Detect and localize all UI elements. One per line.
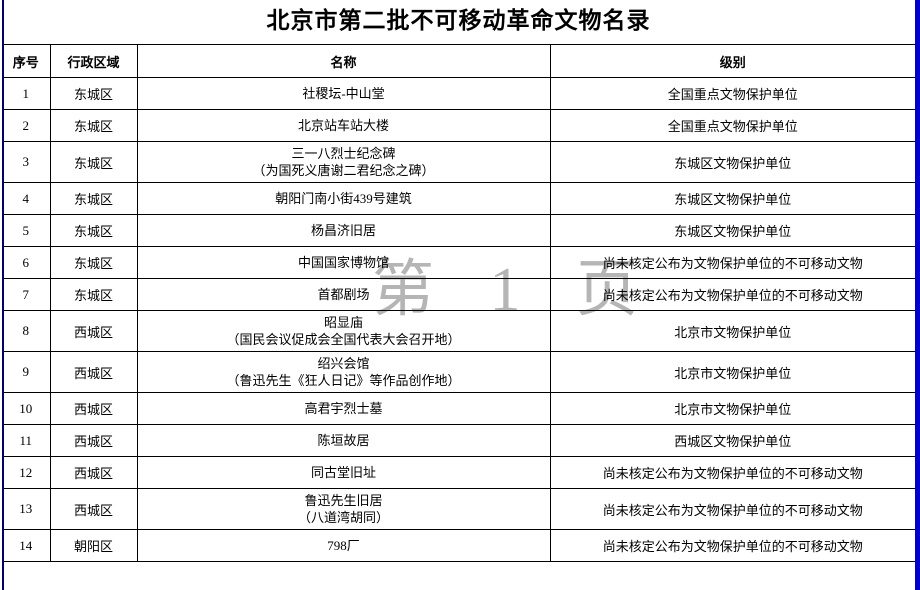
table-row: 14 朝阳区 798厂 尚未核定公布为文物保护单位的不可移动文物 xyxy=(2,529,915,562)
table-row: 2 东城区 北京站车站大楼 全国重点文物保护单位 xyxy=(2,109,915,142)
cell-district: 东城区 xyxy=(49,77,138,110)
cell-serial-number: 13 xyxy=(2,488,51,530)
cell-level: 尚未核定公布为文物保护单位的不可移动文物 xyxy=(549,278,915,311)
cell-level: 全国重点文物保护单位 xyxy=(549,109,915,142)
cell-serial-number: 7 xyxy=(2,278,51,311)
cell-district: 西城区 xyxy=(49,488,138,530)
cell-name: 杨昌济旧居 xyxy=(136,214,551,247)
cell-serial-number: 9 xyxy=(2,351,51,393)
name-line: 杨昌济旧居 xyxy=(310,223,376,238)
cell-level: 北京市文物保护单位 xyxy=(549,310,915,352)
name-line: 高君宇烈士墓 xyxy=(304,401,383,416)
header-district: 行政区域 xyxy=(49,44,138,78)
name-line: 首都剧场 xyxy=(317,287,370,302)
cell-name: 同古堂旧址 xyxy=(136,456,551,489)
table-row: 6 东城区 中国国家博物馆 尚未核定公布为文物保护单位的不可移动文物 xyxy=(2,246,915,279)
cell-name: 三一八烈士纪念碑 （为国死义唐谢二君纪念之碑） xyxy=(136,141,551,183)
cell-name: 高君宇烈士墓 xyxy=(136,392,551,425)
table-row: 8 西城区 昭显庙 （国民会议促成会全国代表大会召开地） 北京市文物保护单位 xyxy=(2,310,915,352)
relics-table: 序号 行政区域 名称 级别 1 东城区 社稷坛-中山堂 全国重点文物保护单位 2 东城区北… xyxy=(2,44,915,562)
cell-serial-number: 3 xyxy=(2,141,51,183)
table-row: 10 西城区 高君宇烈士墓 北京市文物保护单位 xyxy=(2,392,915,425)
cell-serial-number: 11 xyxy=(2,424,51,457)
cell-serial-number: 4 xyxy=(2,182,51,215)
table-row: 3 东城区 三一八烈士纪念碑 （为国死义唐谢二君纪念之碑） 东城区文物保护单位 xyxy=(2,141,915,183)
header-level: 级别 xyxy=(549,44,915,78)
name-note-line: （八道湾胡同） xyxy=(297,510,389,525)
cell-level: 尚未核定公布为文物保护单位的不可移动文物 xyxy=(549,529,915,562)
cell-level: 尚未核定公布为文物保护单位的不可移动文物 xyxy=(549,488,915,530)
name-line: 绍兴会馆 xyxy=(317,356,370,371)
cell-level: 东城区文物保护单位 xyxy=(549,214,915,247)
cell-name: 中国国家博物馆 xyxy=(136,246,551,279)
cell-level: 东城区文物保护单位 xyxy=(549,182,915,215)
cell-district: 西城区 xyxy=(49,456,138,489)
cell-name: 绍兴会馆 （鲁迅先生《狂人日记》等作品创作地） xyxy=(136,351,551,393)
table-body: 1 东城区 社稷坛-中山堂 全国重点文物保护单位 2 东城区 北京站车站大楼 全国重点文物保护… xyxy=(2,77,915,562)
name-line: 鲁迅先生旧居 xyxy=(304,493,383,508)
name-line: 中国国家博物馆 xyxy=(297,255,389,270)
header-name: 名称 xyxy=(136,44,551,78)
cell-district: 东城区 xyxy=(49,246,138,279)
cell-district: 东城区 xyxy=(49,141,138,183)
table-row: 4 东城区 朝阳门南小街439号建筑 东城区文物保护单位 xyxy=(2,182,915,215)
cell-district: 西城区 xyxy=(49,310,138,352)
cell-name: 昭显庙 （国民会议促成会全国代表大会召开地） xyxy=(136,310,551,352)
cell-district: 西城区 xyxy=(49,424,138,457)
cell-level: 西城区文物保护单位 xyxy=(549,424,915,457)
cell-serial-number: 1 xyxy=(2,77,51,110)
table-row: 7 东城区 首都剧场 尚未核定公布为文物保护单位的不可移动文物 xyxy=(2,278,915,311)
page-right-edge-line xyxy=(915,0,920,590)
header-serial-number: 序号 xyxy=(2,44,51,78)
name-line: 三一八烈士纪念碑 xyxy=(291,146,396,161)
table-row: 12 西城区 同古堂旧址 尚未核定公布为文物保护单位的不可移动文物 xyxy=(2,456,915,489)
table-row: 9 西城区 绍兴会馆 （鲁迅先生《狂人日记》等作品创作地） 北京市文物保护单位 xyxy=(2,351,915,393)
name-line: 朝阳门南小街439号建筑 xyxy=(275,191,412,206)
cell-name: 首都剧场 xyxy=(136,278,551,311)
cell-name: 朝阳门南小街439号建筑 xyxy=(136,182,551,215)
cell-level: 尚未核定公布为文物保护单位的不可移动文物 xyxy=(549,456,915,489)
page-left-edge-line xyxy=(2,0,4,590)
table-row: 1 东城区 社稷坛-中山堂 全国重点文物保护单位 xyxy=(2,77,915,110)
table-header-row: 序号 行政区域 名称 级别 xyxy=(2,44,915,78)
cell-level: 全国重点文物保护单位 xyxy=(549,77,915,110)
cell-level: 北京市文物保护单位 xyxy=(549,351,915,393)
cell-district: 东城区 xyxy=(49,109,138,142)
cell-serial-number: 8 xyxy=(2,310,51,352)
name-line: 同古堂旧址 xyxy=(310,465,376,480)
cell-serial-number: 12 xyxy=(2,456,51,489)
cell-name: 社稷坛-中山堂 xyxy=(136,77,551,110)
cell-level: 尚未核定公布为文物保护单位的不可移动文物 xyxy=(549,246,915,279)
cell-name: 798厂 xyxy=(136,529,551,562)
cell-name: 陈垣故居 xyxy=(136,424,551,457)
cell-district: 西城区 xyxy=(49,392,138,425)
cell-district: 东城区 xyxy=(49,214,138,247)
cell-name: 鲁迅先生旧居 （八道湾胡同） xyxy=(136,488,551,530)
table-row: 11 西城区 陈垣故居 西城区文物保护单位 xyxy=(2,424,915,457)
cell-name: 北京站车站大楼 xyxy=(136,109,551,142)
name-line: 社稷坛-中山堂 xyxy=(302,86,385,101)
name-line: 北京站车站大楼 xyxy=(297,118,389,133)
name-line: 798厂 xyxy=(327,538,360,553)
cell-district: 西城区 xyxy=(49,351,138,393)
page-title: 北京市第二批不可移动革命文物名录 xyxy=(266,8,651,33)
table-row: 5 东城区 杨昌济旧居 东城区文物保护单位 xyxy=(2,214,915,247)
name-note-line: （为国死义唐谢二君纪念之碑） xyxy=(252,163,435,178)
cell-district: 东城区 xyxy=(49,182,138,215)
name-line: 陈垣故居 xyxy=(317,433,370,448)
name-note-line: （国民会议促成会全国代表大会召开地） xyxy=(226,332,461,347)
cell-serial-number: 2 xyxy=(2,109,51,142)
table-row: 13 西城区 鲁迅先生旧居 （八道湾胡同） 尚未核定公布为文物保护单位的不可移动文物 xyxy=(2,488,915,530)
name-line: 昭显庙 xyxy=(323,315,363,330)
cell-level: 北京市文物保护单位 xyxy=(549,392,915,425)
cell-district: 东城区 xyxy=(49,278,138,311)
cell-serial-number: 14 xyxy=(2,529,51,562)
cell-serial-number: 5 xyxy=(2,214,51,247)
cell-serial-number: 10 xyxy=(2,392,51,425)
cell-level: 东城区文物保护单位 xyxy=(549,141,915,183)
name-note-line: （鲁迅先生《狂人日记》等作品创作地） xyxy=(226,373,461,388)
cell-serial-number: 6 xyxy=(2,246,51,279)
cell-district: 朝阳区 xyxy=(49,529,138,562)
